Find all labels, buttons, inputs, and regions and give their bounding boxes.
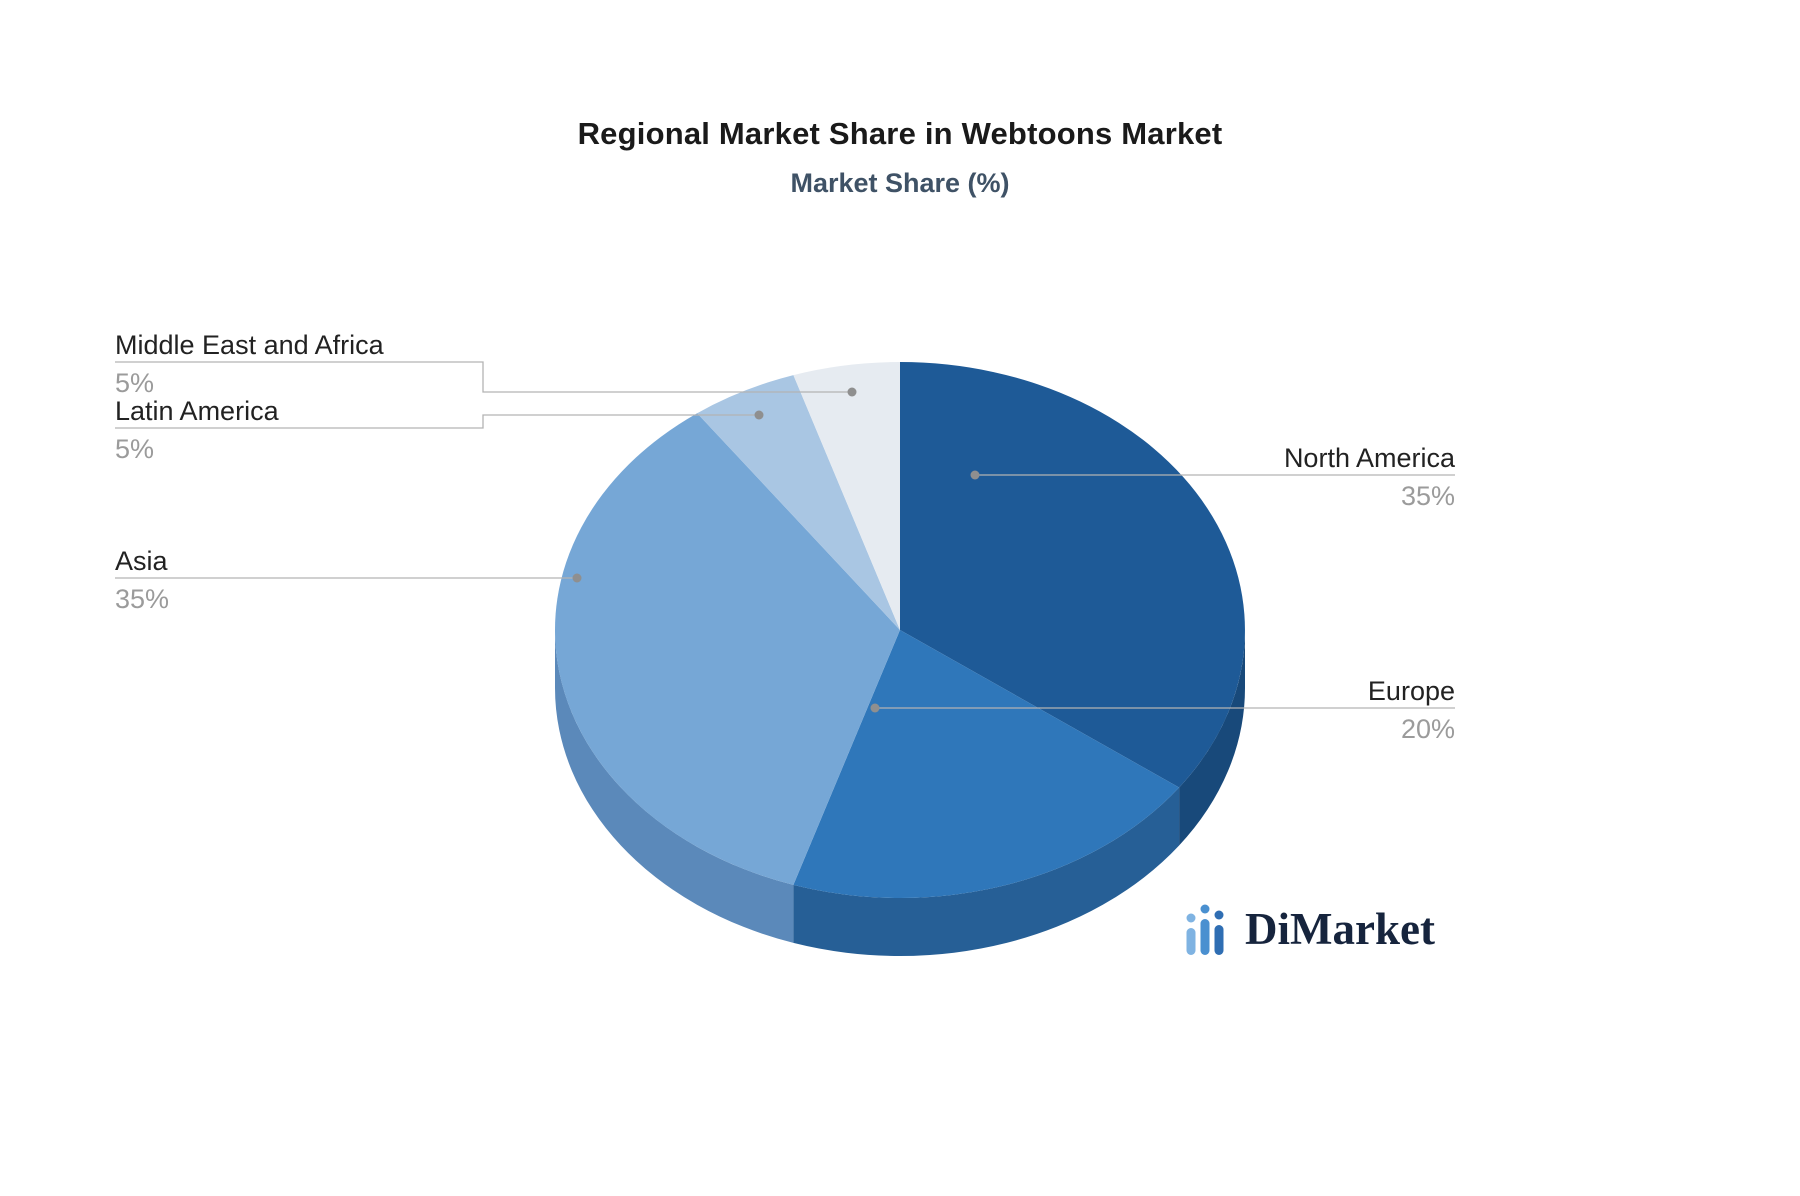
- leader-line-latin-america: [115, 414, 759, 429]
- callout-asia: Asia 35%: [115, 544, 169, 616]
- logo-bar-3: [1214, 925, 1224, 955]
- dimarket-logo-text: DiMarket: [1245, 904, 1435, 954]
- dimarket-logo: DiMarket: [1185, 901, 1435, 957]
- pie-slice-latin-america: [697, 375, 900, 630]
- logo-dot-3: [1214, 910, 1224, 920]
- slice-value-latin-america: 5%: [115, 434, 155, 464]
- leader-dot-europe: [870, 703, 880, 713]
- logo-dot-2: [1200, 904, 1210, 914]
- chart-title: Regional Market Share in Webtoons Market: [577, 116, 1223, 151]
- slice-value-europe: 20%: [1400, 714, 1455, 744]
- logo-bar-1: [1186, 928, 1196, 955]
- callout-middle-east-and-africa: Middle East and Africa 5%: [115, 328, 384, 400]
- pie-side-north-america: [1179, 630, 1245, 846]
- pie-slice-asia: [554, 413, 900, 885]
- leader-line-middle-east-and-africa: [115, 361, 852, 393]
- pie-side-asia: [555, 630, 794, 943]
- logo-bar-2: [1200, 919, 1210, 955]
- callout-north-america: North America 35%: [1035, 441, 1455, 513]
- pie-slice-north-america: [900, 362, 1245, 788]
- chart-subtitle: Market Share (%): [790, 168, 1010, 198]
- slice-value-asia: 35%: [115, 584, 170, 614]
- slice-label-middle-east-and-africa: Middle East and Africa: [115, 330, 384, 360]
- pie-side-europe: [793, 787, 1180, 957]
- slice-value-middle-east-and-africa: 5%: [115, 368, 155, 398]
- slice-value-north-america: 35%: [1400, 481, 1455, 511]
- leader-dot-north-america: [970, 470, 980, 480]
- pie-slice-europe: [793, 630, 1180, 899]
- slice-label-latin-america: Latin America: [115, 396, 279, 426]
- slice-label-asia: Asia: [115, 546, 168, 576]
- callout-europe: Europe 20%: [1035, 674, 1455, 746]
- logo-dot-1: [1186, 913, 1196, 923]
- leader-dot-asia: [572, 573, 582, 583]
- slice-label-europe: Europe: [1367, 676, 1455, 706]
- leader-dot-middle-east-and-africa: [847, 387, 857, 397]
- dimarket-logo-icon: [1186, 904, 1224, 955]
- leader-dot-latin-america: [754, 410, 764, 420]
- callout-latin-america: Latin America 5%: [115, 394, 279, 466]
- pie-slice-middle-east-and-africa: [793, 361, 900, 630]
- slice-label-north-america: North America: [1283, 443, 1455, 473]
